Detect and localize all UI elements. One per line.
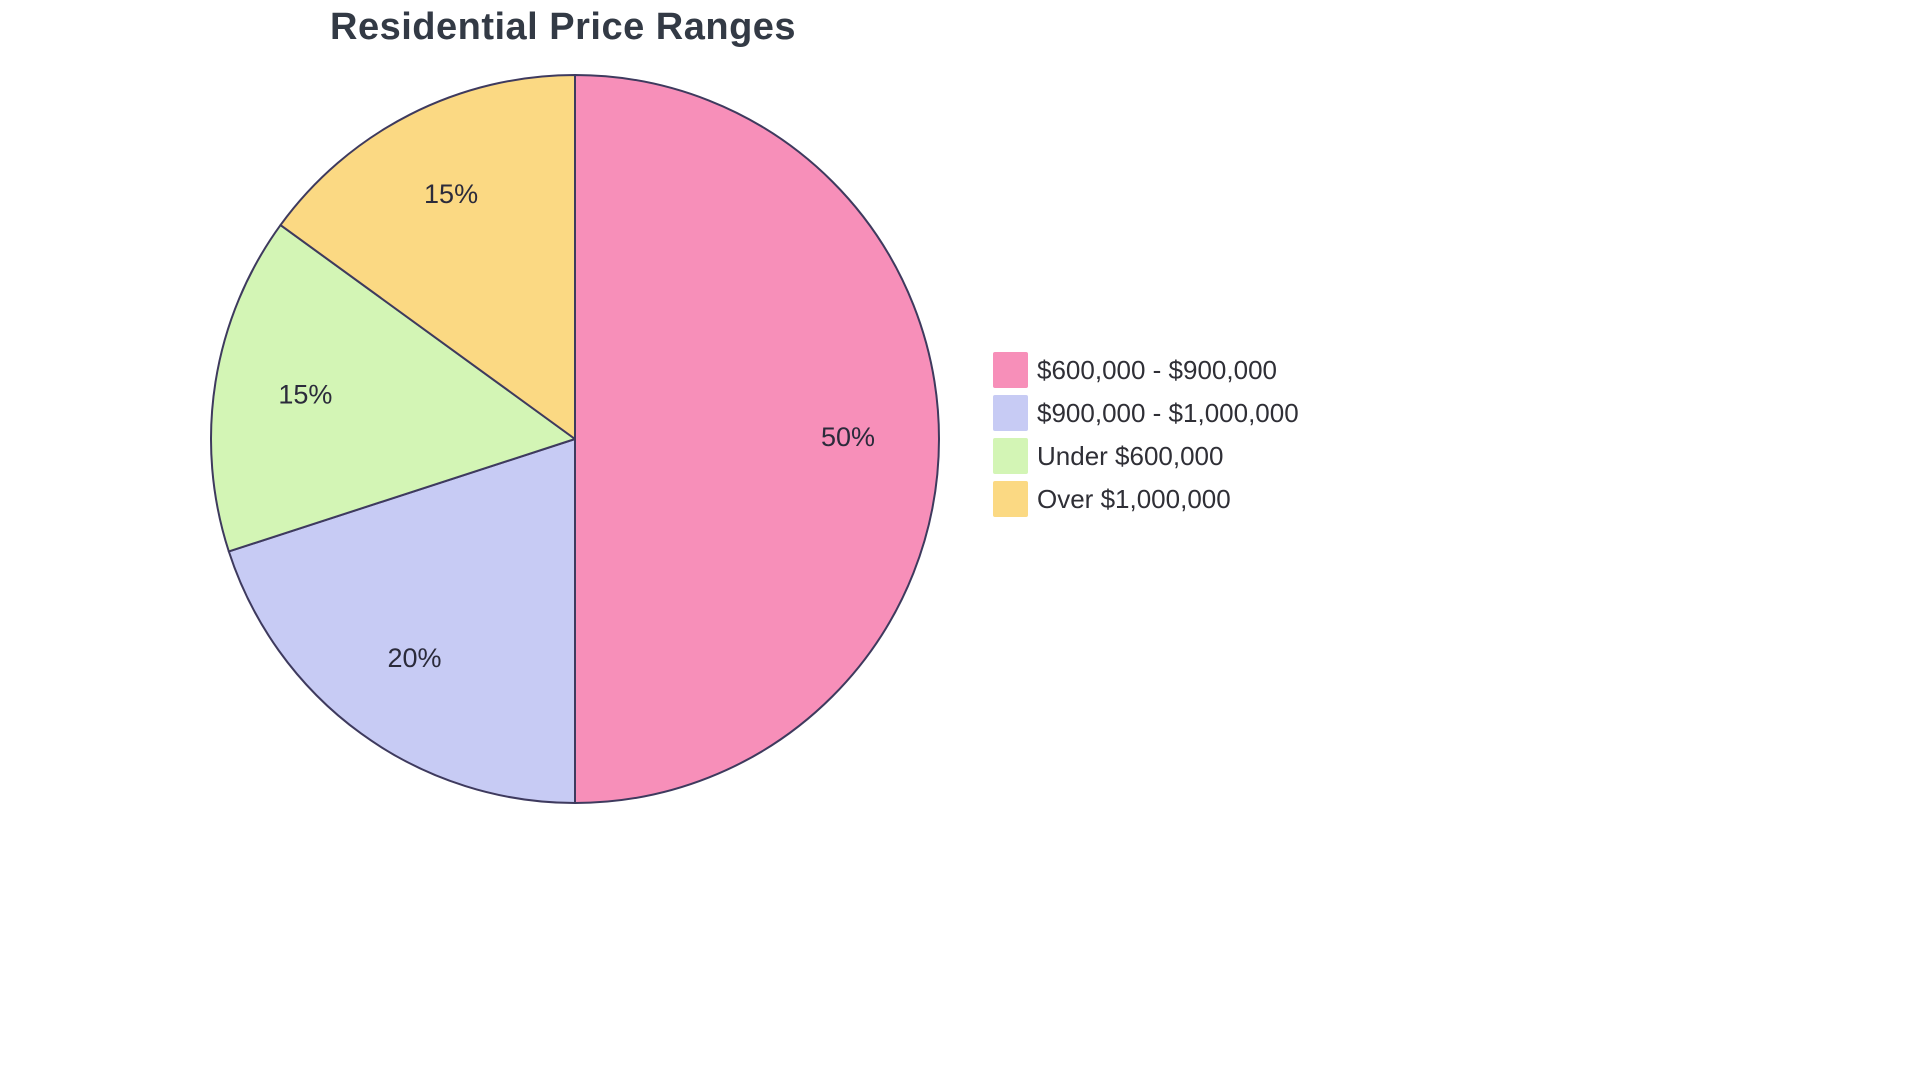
pie-slice [279, 74, 576, 440]
legend-swatch [993, 481, 1028, 517]
pie-slice [227, 438, 576, 804]
legend-swatch [993, 352, 1028, 388]
legend-item: $600,000 - $900,000 [993, 352, 1299, 388]
slice-label: 15% [424, 179, 478, 209]
legend-item: Over $1,000,000 [993, 481, 1299, 517]
slice-label: 20% [388, 643, 442, 673]
pie-slice [574, 74, 940, 804]
legend-swatch [993, 438, 1028, 474]
legend-label: Over $1,000,000 [1037, 483, 1231, 514]
legend-item: $900,000 - $1,000,000 [993, 395, 1299, 431]
pie-slice [210, 224, 576, 553]
slice-label: 50% [821, 422, 875, 452]
legend-label: $600,000 - $900,000 [1037, 354, 1277, 385]
chart-title: Residential Price Ranges [330, 6, 797, 48]
legend-label: Under $600,000 [1037, 440, 1224, 471]
legend-label: $900,000 - $1,000,000 [1037, 397, 1299, 428]
legend: $600,000 - $900,000 $900,000 - $1,000,00… [993, 352, 1299, 517]
slice-label: 15% [278, 379, 332, 409]
legend-swatch [993, 395, 1028, 431]
legend-item: Under $600,000 [993, 438, 1299, 474]
